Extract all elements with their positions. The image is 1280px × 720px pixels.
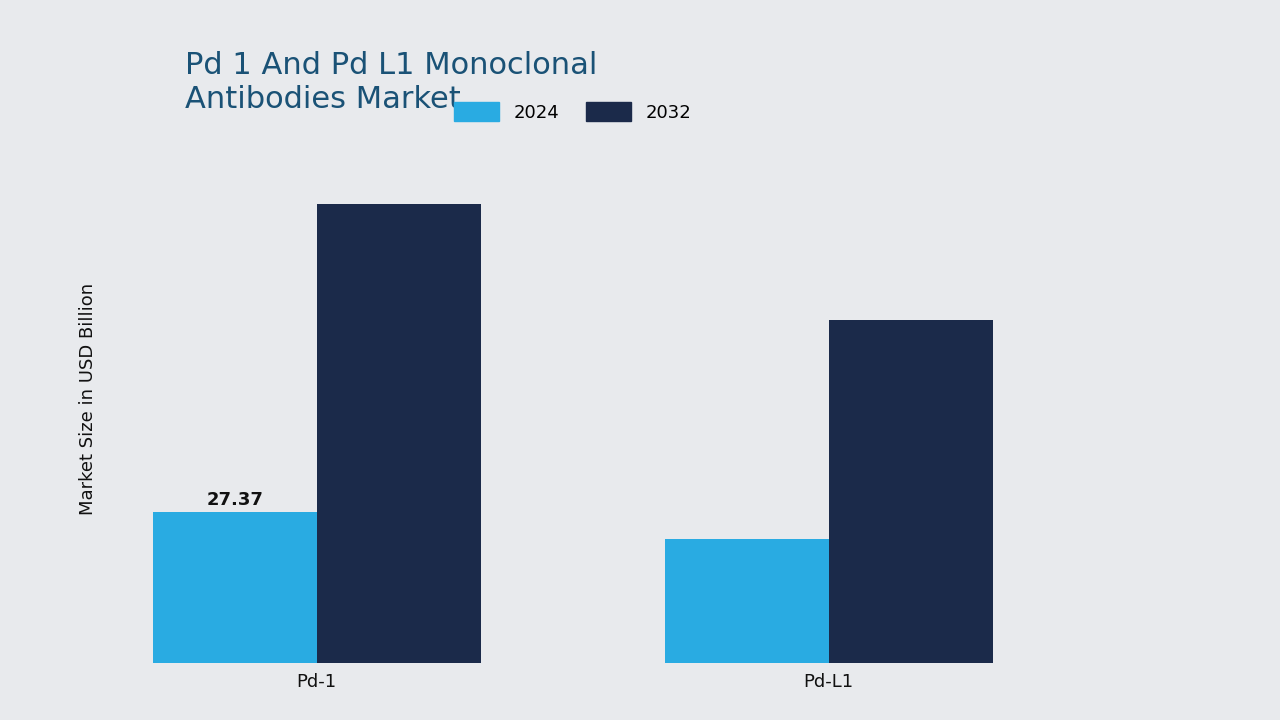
Bar bbox=[664, 539, 828, 663]
Bar bbox=[828, 320, 992, 663]
Text: Pd 1 And Pd L1 Monoclonal
Antibodies Market: Pd 1 And Pd L1 Monoclonal Antibodies Mar… bbox=[184, 51, 598, 114]
Bar bbox=[152, 512, 316, 663]
Y-axis label: Market Size in USD Billion: Market Size in USD Billion bbox=[79, 283, 97, 516]
Text: 27.37: 27.37 bbox=[206, 491, 264, 509]
Legend: 2024, 2032: 2024, 2032 bbox=[454, 102, 691, 122]
Bar bbox=[316, 204, 480, 663]
